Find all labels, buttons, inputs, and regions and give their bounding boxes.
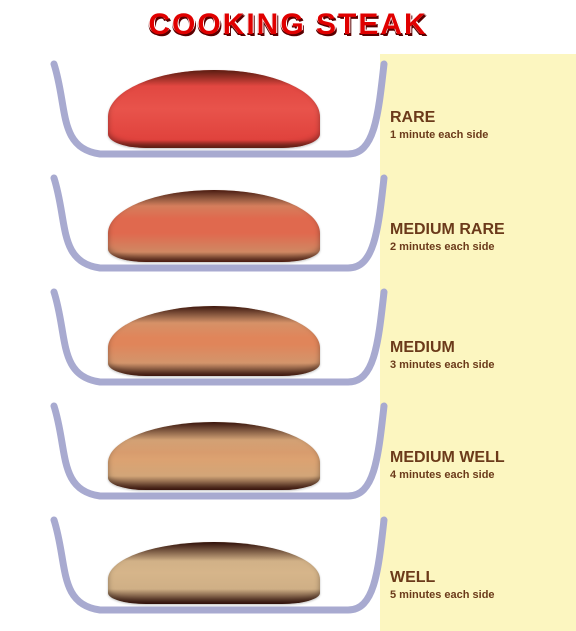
doneness-time: 3 minutes each side: [390, 359, 568, 371]
sear-bottom: [108, 476, 320, 490]
doneness-time: 1 minute each side: [390, 129, 568, 141]
doneness-row: MEDIUM WELL 4 minutes each side: [0, 400, 576, 512]
doneness-label: MEDIUM WELL 4 minutes each side: [390, 450, 568, 481]
page-title: COOKING STEAK: [0, 8, 576, 42]
doneness-label: WELL 5 minutes each side: [390, 570, 568, 601]
doneness-row: WELL 5 minutes each side: [0, 514, 576, 626]
steak-icon: [108, 306, 320, 376]
doneness-label: MEDIUM 3 minutes each side: [390, 340, 568, 371]
steak-icon: [108, 542, 320, 604]
steak-icon: [108, 70, 320, 148]
doneness-level: WELL: [390, 570, 568, 587]
doneness-label: RARE 1 minute each side: [390, 110, 568, 141]
steak-icon: [108, 190, 320, 262]
doneness-level: MEDIUM RARE: [390, 222, 568, 239]
sear-bottom: [108, 140, 320, 148]
sear-bottom: [108, 589, 320, 604]
sear-bottom: [108, 363, 320, 376]
doneness-time: 4 minutes each side: [390, 469, 568, 481]
doneness-time: 2 minutes each side: [390, 241, 568, 253]
doneness-time: 5 minutes each side: [390, 589, 568, 601]
doneness-row: RARE 1 minute each side: [0, 58, 576, 170]
doneness-level: RARE: [390, 110, 568, 127]
doneness-level: MEDIUM WELL: [390, 450, 568, 467]
sear-bottom: [108, 252, 320, 262]
doneness-level: MEDIUM: [390, 340, 568, 357]
steak-icon: [108, 422, 320, 490]
doneness-label: MEDIUM RARE 2 minutes each side: [390, 222, 568, 253]
doneness-row: MEDIUM RARE 2 minutes each side: [0, 172, 576, 284]
doneness-row: MEDIUM 3 minutes each side: [0, 286, 576, 398]
